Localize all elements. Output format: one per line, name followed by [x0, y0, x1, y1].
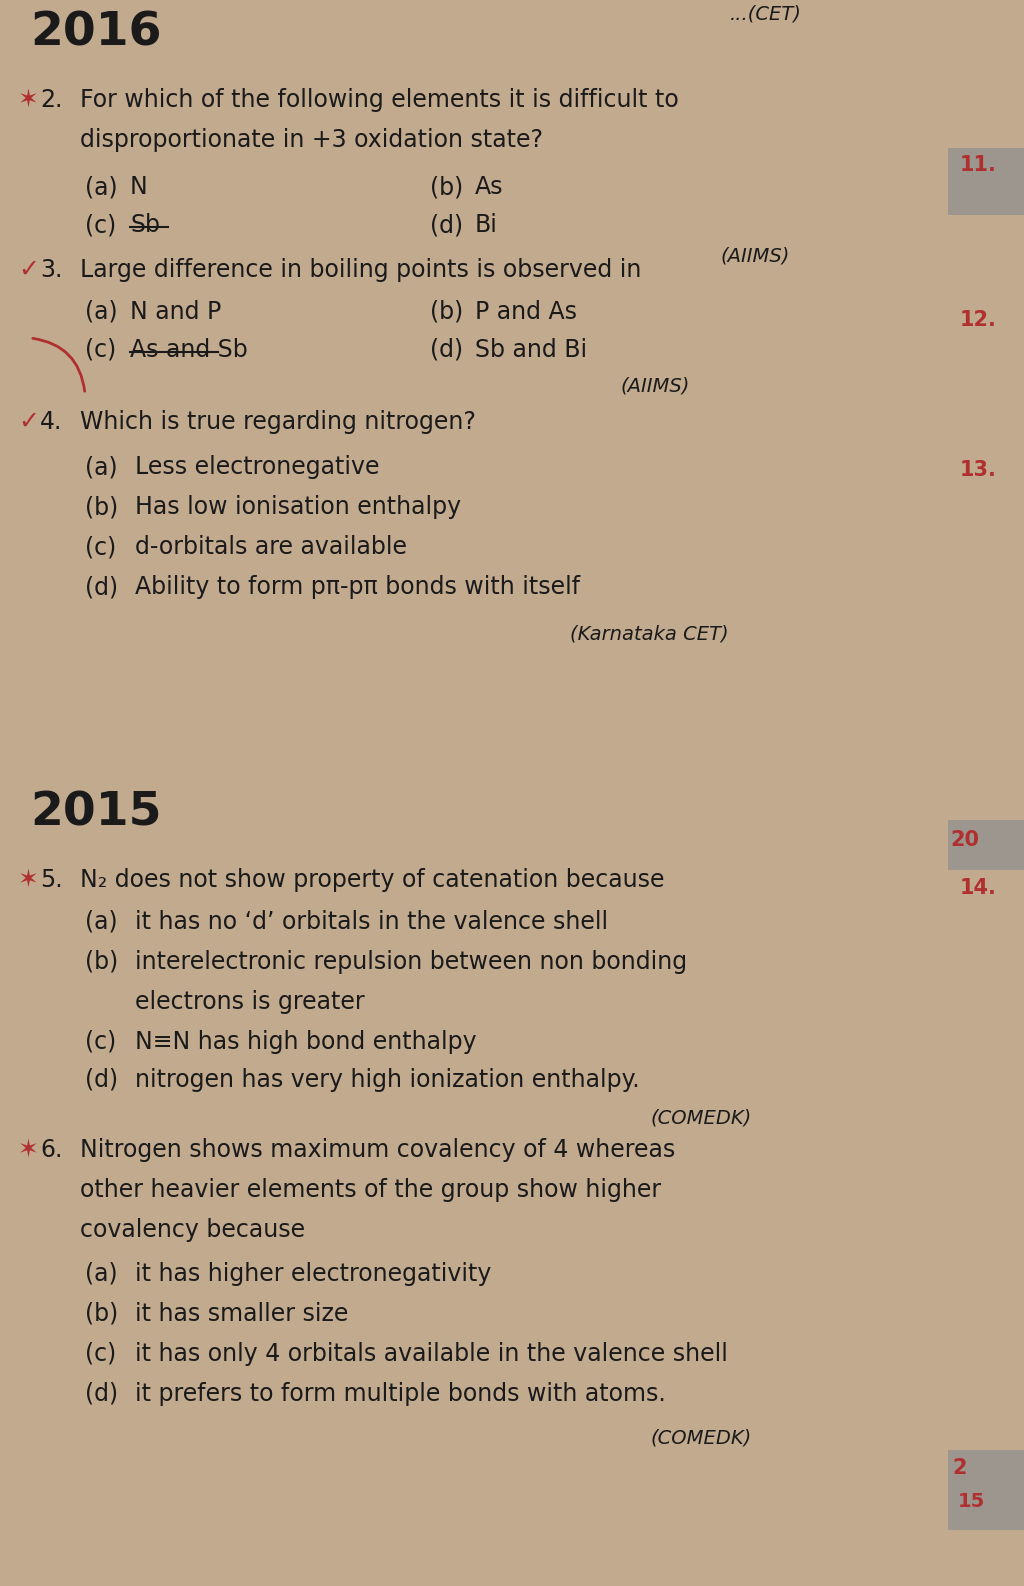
- Text: (a): (a): [85, 910, 118, 934]
- Text: (a): (a): [85, 1262, 118, 1286]
- Text: (d): (d): [85, 1067, 118, 1093]
- Text: disproportionate in +3 oxidation state?: disproportionate in +3 oxidation state?: [80, 128, 543, 152]
- Text: (a): (a): [85, 455, 118, 479]
- Text: Bi: Bi: [475, 213, 498, 236]
- Text: 4.: 4.: [40, 411, 62, 435]
- Text: (c): (c): [85, 213, 117, 236]
- Text: N₂ does not show property of catenation because: N₂ does not show property of catenation …: [80, 868, 665, 891]
- Text: d-orbitals are available: d-orbitals are available: [135, 534, 407, 558]
- Text: (AIIMS): (AIIMS): [720, 246, 790, 265]
- Text: Nitrogen shows maximum covalency of 4 whereas: Nitrogen shows maximum covalency of 4 wh…: [80, 1139, 675, 1163]
- Text: (COMEDK): (COMEDK): [650, 1109, 752, 1128]
- Text: (b): (b): [85, 1302, 118, 1326]
- Text: 20: 20: [950, 829, 979, 850]
- Text: it prefers to form multiple bonds with atoms.: it prefers to form multiple bonds with a…: [135, 1381, 666, 1407]
- Text: (Karnataka CET): (Karnataka CET): [570, 625, 729, 644]
- Text: it has no ‘d’ orbitals in the valence shell: it has no ‘d’ orbitals in the valence sh…: [135, 910, 608, 934]
- Text: Sb and Bi: Sb and Bi: [475, 338, 587, 362]
- Text: 6.: 6.: [40, 1139, 62, 1163]
- Text: it has only 4 orbitals available in the valence shell: it has only 4 orbitals available in the …: [135, 1342, 728, 1366]
- Text: Has low ionisation enthalpy: Has low ionisation enthalpy: [135, 495, 461, 519]
- Text: Large difference in boiling points is observed in: Large difference in boiling points is ob…: [80, 259, 641, 282]
- Text: Less electronegative: Less electronegative: [135, 455, 380, 479]
- Text: For which of the following elements it is difficult to: For which of the following elements it i…: [80, 87, 679, 113]
- Text: it has smaller size: it has smaller size: [135, 1302, 348, 1326]
- Text: 5.: 5.: [40, 868, 62, 891]
- Text: Ability to form pπ-pπ bonds with itself: Ability to form pπ-pπ bonds with itself: [135, 576, 581, 600]
- Text: nitrogen has very high ionization enthalpy.: nitrogen has very high ionization enthal…: [135, 1067, 640, 1093]
- Text: ✓: ✓: [18, 259, 39, 282]
- Text: ✶: ✶: [18, 868, 39, 891]
- Text: (c): (c): [85, 338, 117, 362]
- Text: (d): (d): [85, 576, 118, 600]
- Text: (AIIMS): (AIIMS): [620, 376, 689, 395]
- Text: (d): (d): [85, 1381, 118, 1407]
- Text: 2016: 2016: [30, 10, 162, 56]
- Text: 15: 15: [958, 1492, 985, 1511]
- Text: ✓: ✓: [18, 411, 39, 435]
- Bar: [948, 820, 1024, 871]
- Text: Sb: Sb: [130, 213, 160, 236]
- Text: covalency because: covalency because: [80, 1218, 305, 1242]
- Text: (c): (c): [85, 534, 117, 558]
- Text: (a): (a): [85, 174, 118, 198]
- Text: (b): (b): [430, 300, 463, 324]
- Text: it has higher electronegativity: it has higher electronegativity: [135, 1262, 492, 1286]
- Text: N and P: N and P: [130, 300, 221, 324]
- Text: (COMEDK): (COMEDK): [650, 1427, 752, 1446]
- Text: electrons is greater: electrons is greater: [135, 990, 365, 1013]
- Text: (c): (c): [85, 1029, 117, 1055]
- Text: ✶: ✶: [18, 87, 39, 113]
- Text: (b): (b): [430, 174, 463, 198]
- Text: 3.: 3.: [40, 259, 62, 282]
- Text: (a): (a): [85, 300, 118, 324]
- Text: ...(CET): ...(CET): [730, 5, 802, 24]
- Bar: [948, 147, 1024, 216]
- Text: N≡N has high bond enthalpy: N≡N has high bond enthalpy: [135, 1029, 476, 1055]
- Text: interelectronic repulsion between non bonding: interelectronic repulsion between non bo…: [135, 950, 687, 974]
- Text: 2.: 2.: [40, 87, 62, 113]
- Text: (c): (c): [85, 1342, 117, 1366]
- Text: As and Sb: As and Sb: [130, 338, 248, 362]
- Text: ✶: ✶: [18, 1139, 39, 1163]
- Text: As: As: [475, 174, 504, 198]
- Text: (b): (b): [85, 950, 118, 974]
- Text: (d): (d): [430, 213, 463, 236]
- Text: 13.: 13.: [961, 460, 997, 481]
- Text: 12.: 12.: [961, 309, 997, 330]
- Text: 11.: 11.: [961, 155, 997, 174]
- Text: 2015: 2015: [30, 790, 162, 834]
- Text: P and As: P and As: [475, 300, 577, 324]
- Bar: [948, 1450, 1024, 1530]
- Text: 14.: 14.: [961, 879, 997, 898]
- Text: N: N: [130, 174, 147, 198]
- Text: (d): (d): [430, 338, 463, 362]
- Text: Which is true regarding nitrogen?: Which is true regarding nitrogen?: [80, 411, 476, 435]
- Text: other heavier elements of the group show higher: other heavier elements of the group show…: [80, 1178, 662, 1202]
- Text: 2: 2: [952, 1458, 967, 1478]
- Text: (b): (b): [85, 495, 118, 519]
